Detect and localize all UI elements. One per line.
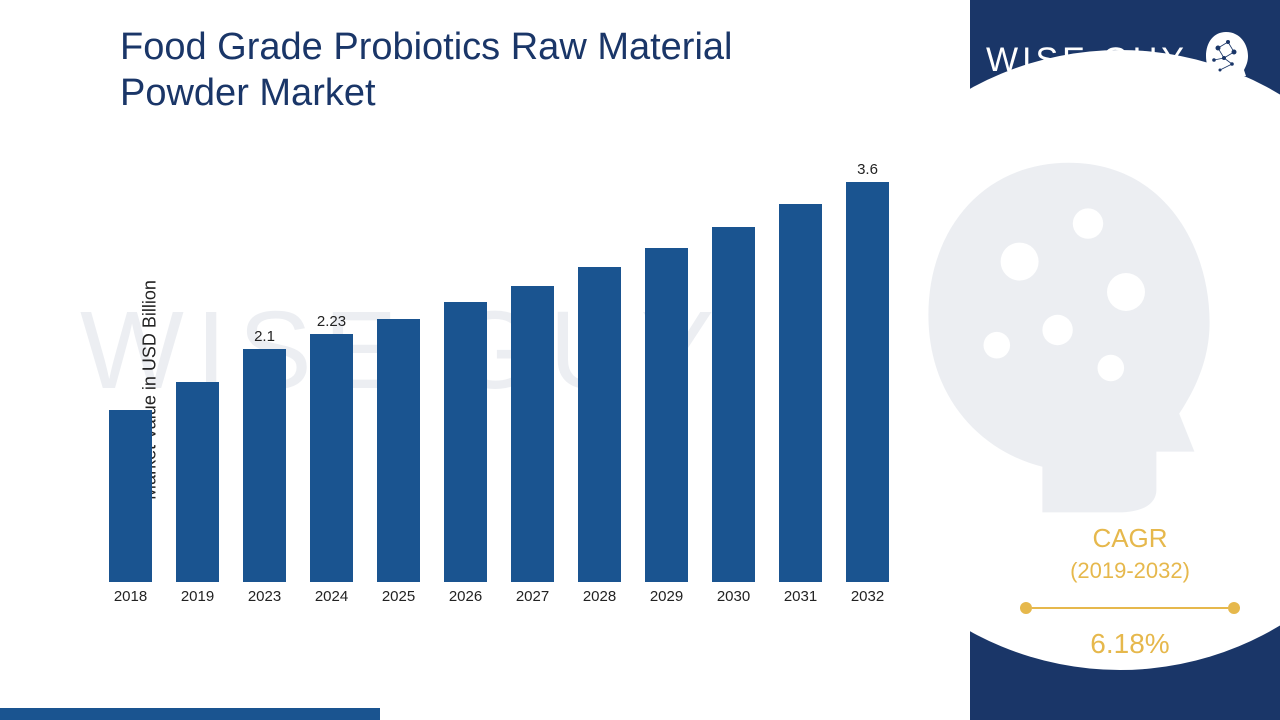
chart-plot-area: 2.1 2.23 3.6 [98,160,900,582]
bar-column [171,160,224,582]
x-tick-label: 2024 [305,582,358,620]
head-network-icon [1196,30,1250,90]
bar-value-label: 2.1 [254,328,275,345]
x-tick-label: 2032 [841,582,894,620]
x-tick-label: 2025 [372,582,425,620]
x-tick-label: 2027 [506,582,559,620]
cagr-title: CAGR [1020,523,1240,554]
x-tick-label: 2030 [707,582,760,620]
x-tick-label: 2023 [238,582,291,620]
bar [310,334,352,582]
bar [712,227,754,582]
x-tick-label: 2028 [573,582,626,620]
cagr-divider [1020,602,1240,614]
bar [645,248,687,582]
cagr-period: (2019-2032) [1020,558,1240,584]
bar-column [573,160,626,582]
bar [444,302,486,582]
cagr-value: 6.18% [1020,628,1240,660]
logo-main-text: WISE GUY [986,41,1188,80]
bar-column [104,160,157,582]
bar-column: 2.23 [305,160,358,582]
bar-column [439,160,492,582]
page-title: Food Grade Probiotics Raw Material Powde… [120,25,820,116]
bar-value-label: 2.23 [317,313,346,330]
bottom-accent-bar [0,708,380,720]
bar [846,182,888,582]
bar [243,349,285,582]
brand-logo: WISE GUY REPORTS [986,30,1250,108]
bar-column [640,160,693,582]
x-tick-label: 2019 [171,582,224,620]
bar-column [506,160,559,582]
cagr-block: CAGR (2019-2032) 6.18% [1020,523,1240,660]
bar [779,204,821,582]
bar [511,286,553,583]
bar-value-label: 3.6 [857,161,878,178]
x-axis: 2018 2019 2023 2024 2025 2026 2027 2028 2029 2030… [98,582,900,620]
bar [578,267,620,582]
x-tick-label: 2018 [104,582,157,620]
bar-chart: Market Value in USD Billion 2.12.233.6 2… [60,160,900,620]
watermark-head [860,140,1240,520]
x-tick-label: 2031 [774,582,827,620]
bar-column [372,160,425,582]
x-tick-label: 2026 [439,582,492,620]
x-tick-label: 2029 [640,582,693,620]
bar [176,382,218,582]
bar [109,410,151,582]
bar [377,319,419,582]
bar-column: 2.1 [238,160,291,582]
bar-column: 3.6 [841,160,894,582]
logo-sub-text: REPORTS [986,92,1250,108]
bar-column [707,160,760,582]
bar-column [774,160,827,582]
